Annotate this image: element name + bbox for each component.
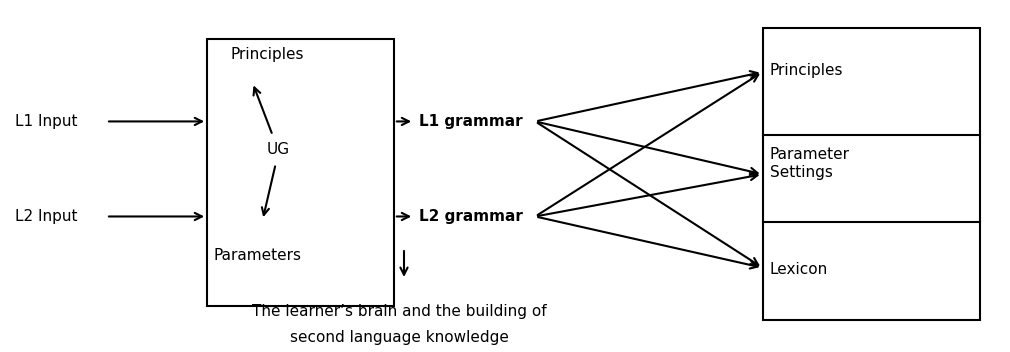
Text: L2 Input: L2 Input	[15, 209, 78, 224]
Text: L2 grammar: L2 grammar	[419, 209, 523, 224]
Text: Principles: Principles	[770, 63, 843, 78]
Text: L1 grammar: L1 grammar	[419, 114, 523, 129]
Text: second language knowledge: second language knowledge	[290, 330, 508, 345]
Bar	[763, 28, 980, 320]
Text: Parameter
Settings: Parameter Settings	[770, 147, 849, 180]
Bar	[207, 39, 394, 306]
Text: Lexicon: Lexicon	[770, 262, 828, 277]
Text: UG: UG	[267, 142, 289, 157]
Text: Principles: Principles	[231, 47, 304, 62]
Text: Parameters: Parameters	[213, 248, 302, 263]
Text: The learner’s brain and the building of: The learner’s brain and the building of	[251, 304, 546, 319]
Text: L1 Input: L1 Input	[15, 114, 78, 129]
